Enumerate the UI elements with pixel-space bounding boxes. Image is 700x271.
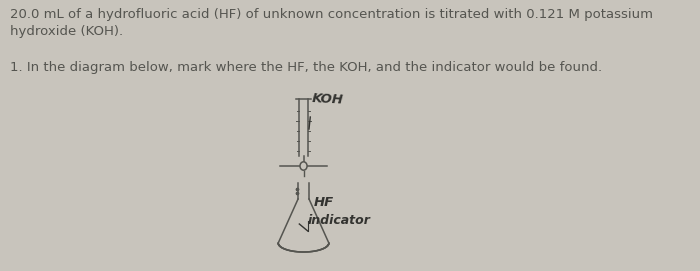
Text: indicator: indicator <box>308 214 370 227</box>
Circle shape <box>300 162 307 170</box>
Text: KOH: KOH <box>312 92 344 107</box>
Text: HF: HF <box>314 196 334 209</box>
Text: hydroxide (KOH).: hydroxide (KOH). <box>10 25 123 38</box>
Text: 1. In the diagram below, mark where the HF, the KOH, and the indicator would be : 1. In the diagram below, mark where the … <box>10 61 602 74</box>
Text: 20.0 mL of a hydrofluoric acid (HF) of unknown concentration is titrated with 0.: 20.0 mL of a hydrofluoric acid (HF) of u… <box>10 8 653 21</box>
